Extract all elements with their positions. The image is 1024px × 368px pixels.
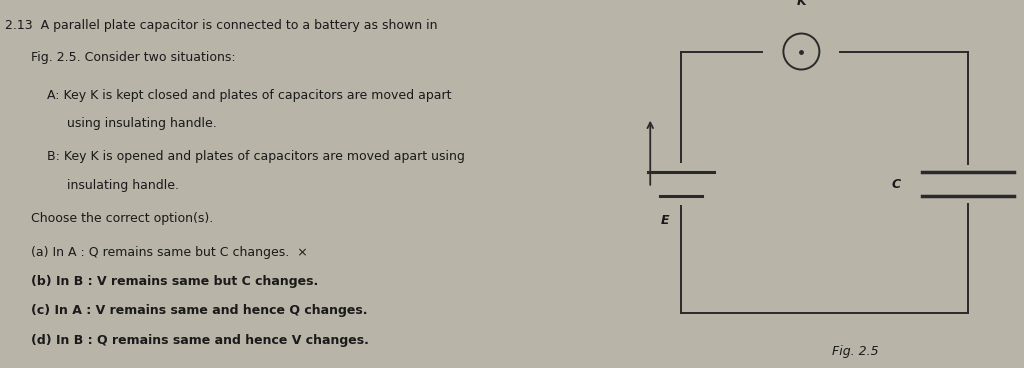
Text: Fig. 2.5: Fig. 2.5 — [831, 345, 879, 358]
Text: E: E — [660, 214, 669, 227]
Text: Choose the correct option(s).: Choose the correct option(s). — [31, 212, 213, 226]
Text: C: C — [892, 177, 901, 191]
Text: (b) In B : V remains same but C changes.: (b) In B : V remains same but C changes. — [31, 275, 318, 288]
Text: K: K — [797, 0, 806, 8]
Ellipse shape — [783, 33, 819, 70]
Text: insulating handle.: insulating handle. — [31, 179, 179, 192]
Text: using insulating handle.: using insulating handle. — [31, 117, 216, 130]
Text: (a) In A : Q remains same but C changes.  ×: (a) In A : Q remains same but C changes.… — [31, 245, 307, 259]
Text: B: Key K is opened and plates of capacitors are moved apart using: B: Key K is opened and plates of capacit… — [31, 150, 465, 163]
Text: Fig. 2.5. Consider two situations:: Fig. 2.5. Consider two situations: — [31, 50, 236, 64]
Text: (d) In B : Q remains same and hence V changes.: (d) In B : Q remains same and hence V ch… — [31, 334, 369, 347]
Text: (c) In A : V remains same and hence Q changes.: (c) In A : V remains same and hence Q ch… — [31, 304, 368, 318]
Text: 2.13  A parallel plate capacitor is connected to a battery as shown in: 2.13 A parallel plate capacitor is conne… — [5, 19, 437, 32]
Text: A: Key K is kept closed and plates of capacitors are moved apart: A: Key K is kept closed and plates of ca… — [31, 89, 452, 102]
